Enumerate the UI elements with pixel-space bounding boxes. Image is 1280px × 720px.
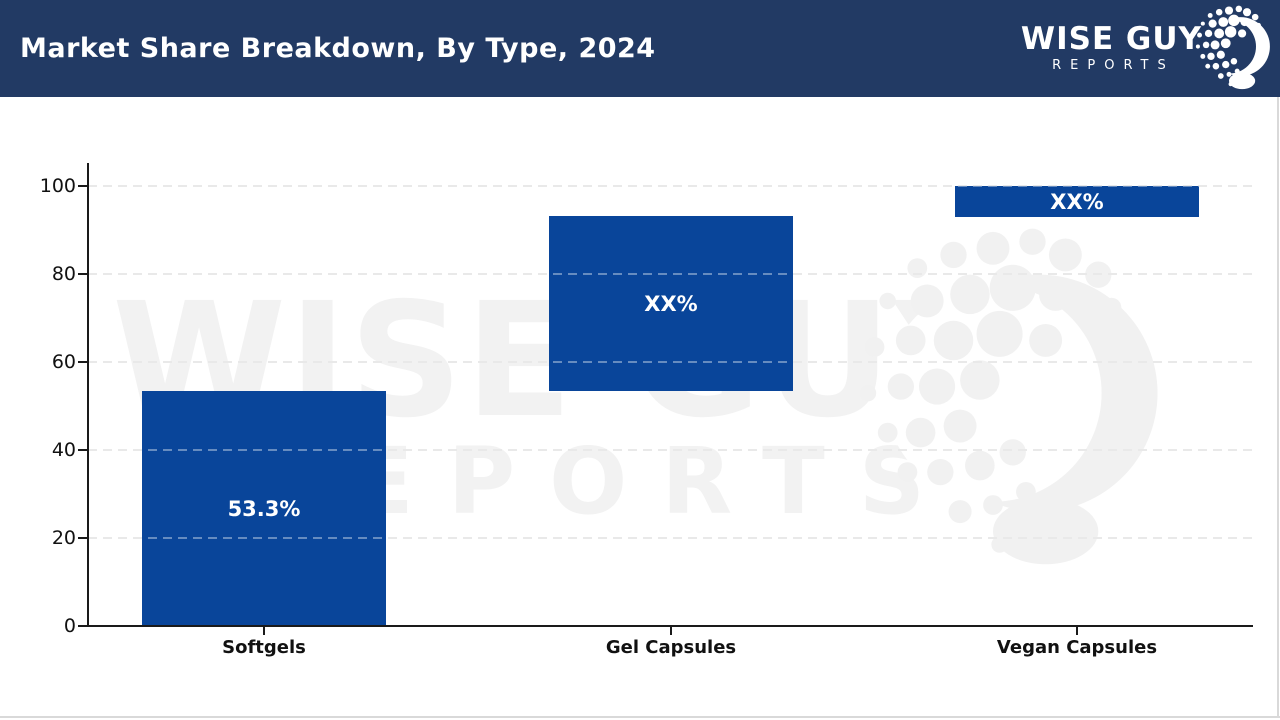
header: Market Share Breakdown, By Type, 2024 WI… [0,0,1280,97]
gridline-overlay [88,185,1253,187]
gridline [88,537,1253,539]
y-tick-mark [78,273,88,275]
x-tick-mark [1076,627,1078,635]
y-tick-mark [78,625,88,627]
frame-border-right [1277,97,1279,717]
y-tick-mark [78,537,88,539]
y-tick-label: 100 [39,175,76,197]
gridline [88,185,1253,187]
y-tick-label: 20 [51,527,76,549]
x-tick-mark [670,627,672,635]
y-tick-label: 80 [51,263,76,285]
y-tick-mark [78,449,88,451]
wise-guy-logo: WISE GUY REPORTS [1021,4,1270,94]
bar-value-label: 53.3% [227,496,301,521]
logo-wordmark: WISE GUY REPORTS [1020,21,1202,74]
bar-gel-capsules [549,216,793,391]
bar-vegan-capsules [955,186,1199,217]
y-tick-label: 40 [51,439,76,461]
y-tick-mark [78,361,88,363]
gridline [88,449,1253,451]
logo-wordmark-line2: REPORTS [1052,58,1175,73]
x-category-label: Gel Capsules [605,637,737,658]
gridline-overlay [88,273,1253,275]
y-tick-mark [78,185,88,187]
y-axis-spine [87,163,89,627]
bar-value-label: XX% [644,291,698,316]
y-tick-label: 60 [51,351,76,373]
x-category-label: Vegan Capsules [996,637,1158,658]
bar-softgels [142,391,386,626]
chart-title: Market Share Breakdown, By Type, 2024 [20,33,656,64]
frame-border-bottom [0,716,1280,718]
gridline-overlay [88,449,1253,451]
x-axis-spine [86,625,1253,627]
y-tick-label: 0 [63,615,76,637]
bar-value-label: XX% [1050,189,1104,214]
x-tick-mark [263,627,265,635]
logo-face-icon [1195,5,1270,89]
gridline-overlay [88,537,1253,539]
logo-wordmark-line1: WISE GUY [1020,21,1202,57]
x-category-label: Softgels [222,637,306,658]
gridline-overlay [88,361,1253,363]
